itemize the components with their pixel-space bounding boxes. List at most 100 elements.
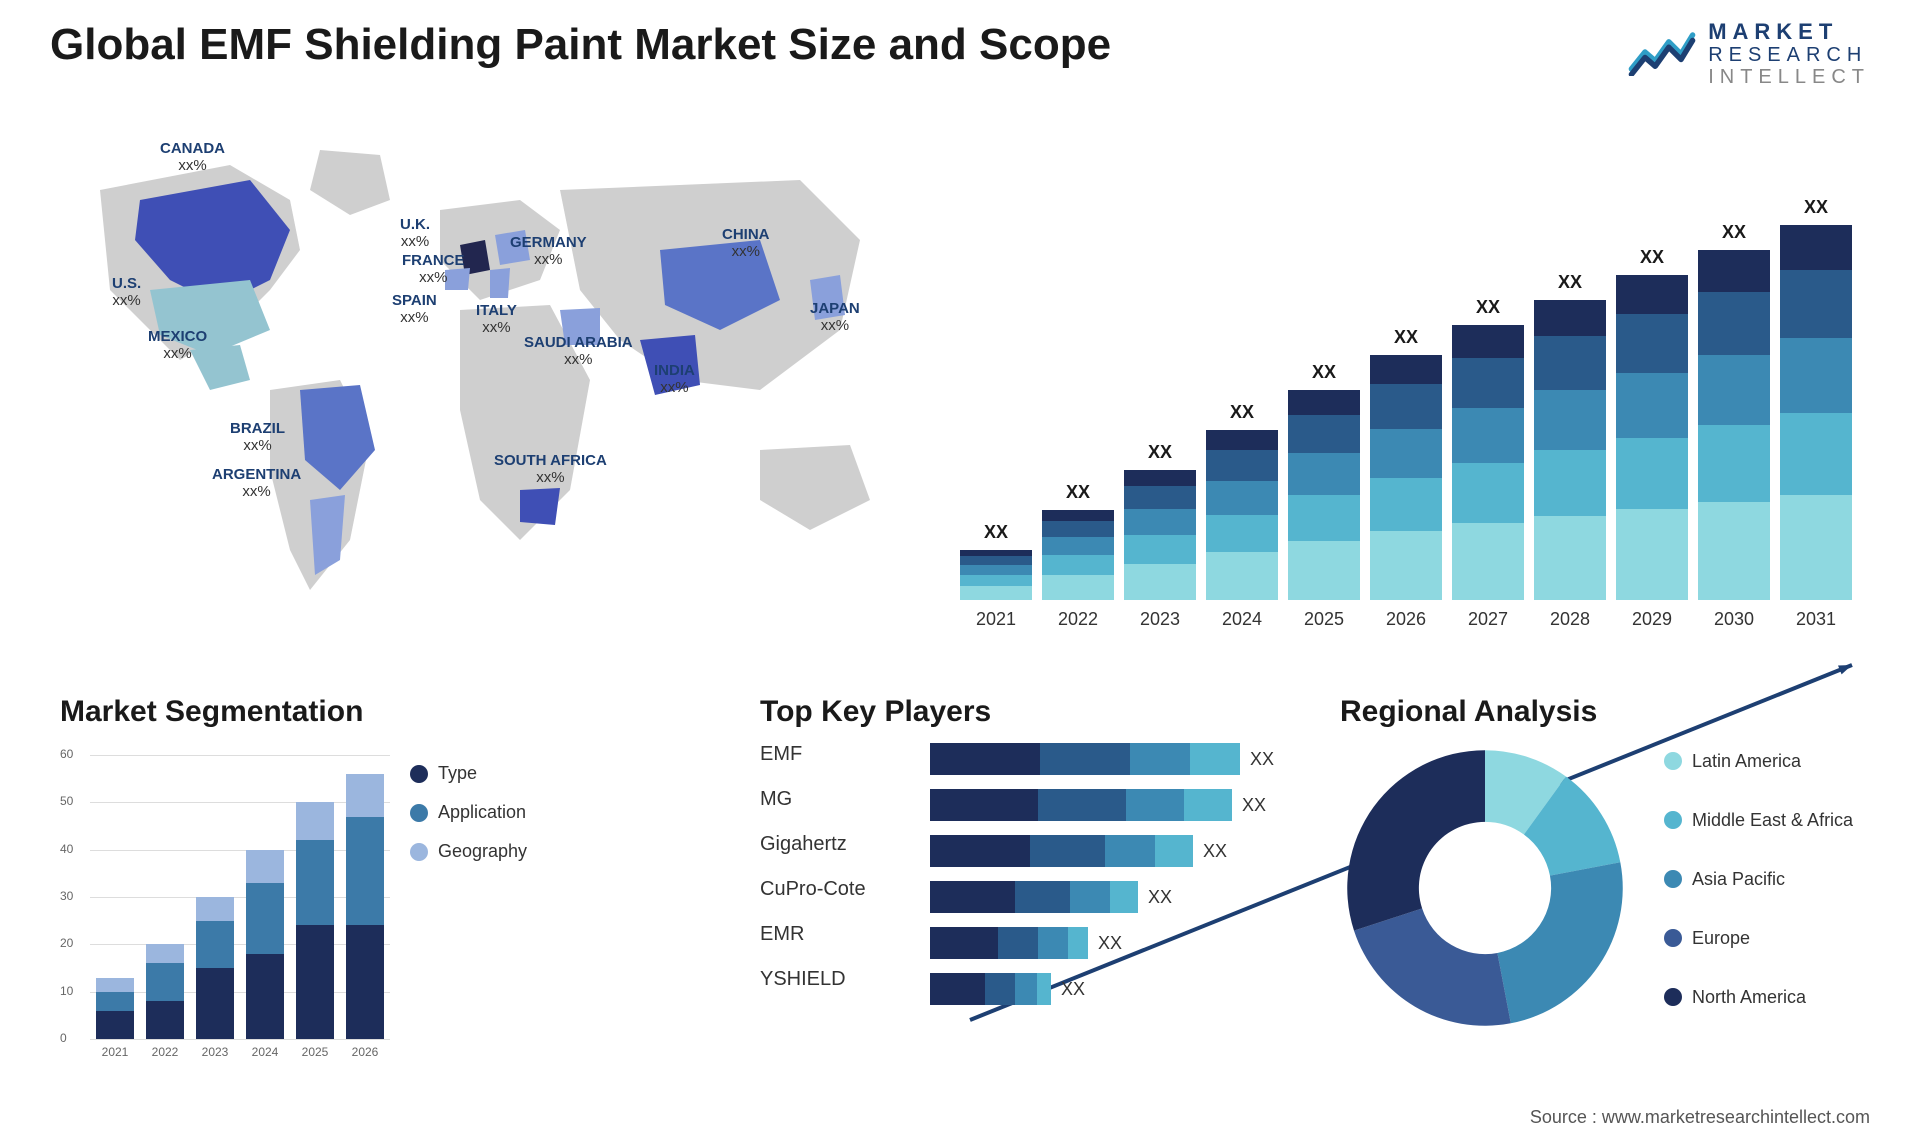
legend-swatch [410,765,428,783]
bar-value-label: XX [1288,362,1360,383]
y-tick-label: 30 [60,889,73,903]
seg-year-label: 2022 [146,1045,184,1059]
map-label: INDIAxx% [654,362,695,397]
bar-value-label: XX [1370,327,1442,348]
segmentation-bar: 2021 [96,978,134,1040]
seg-year-label: 2021 [96,1045,134,1059]
legend-swatch [410,843,428,861]
legend-swatch [1664,870,1682,888]
growth-bar: XX2027 [1452,325,1524,600]
legend-item: Middle East & Africa [1664,810,1853,831]
segmentation-legend: Type Application Geography [410,763,527,880]
legend-label: Geography [438,841,527,862]
legend-label: Application [438,802,526,823]
segmentation-chart: 0102030405060202120222023202420252026 [60,743,390,1063]
map-svg [40,130,900,640]
legend-item: North America [1664,987,1853,1008]
logo-line-2: RESEARCH [1708,44,1870,66]
map-label: U.S.xx% [112,275,141,310]
logo-text: MARKET RESEARCH INTELLECT [1708,20,1870,88]
legend-label: Middle East & Africa [1692,810,1853,831]
growth-bar: XX2028 [1534,300,1606,600]
seg-year-label: 2023 [196,1045,234,1059]
player-name: EMR [760,923,910,946]
bar-year-label: 2026 [1370,609,1442,630]
bar-value-label: XX [1124,442,1196,463]
bar-value-label: XX [1780,197,1852,218]
map-label: CANADAxx% [160,140,225,175]
source-attribution: Source : www.marketresearchintellect.com [1530,1107,1870,1128]
world-map: CANADAxx% U.S.xx%MEXICOxx% BRAZILxx% ARGENT… [40,130,900,640]
player-value-label: XX [1203,841,1227,862]
segmentation-bar: 2022 [146,944,184,1039]
player-bar: XX [930,927,1280,959]
legend-item: Europe [1664,928,1853,949]
regional-analysis: Regional Analysis Latin America Middle Ea… [1340,695,1880,1033]
bar-value-label: XX [1042,482,1114,503]
legend-item: Type [410,763,527,784]
growth-bar: XX2031 [1780,225,1852,600]
legend-swatch [1664,752,1682,770]
logo-line-3: INTELLECT [1708,66,1870,88]
growth-bar-chart: XX2021XX2022XX2023XX2024XX2025XX2026XX20… [960,150,1870,640]
bar-value-label: XX [1534,272,1606,293]
map-label: GERMANYxx% [510,234,587,269]
map-label: U.K.xx% [400,216,430,251]
player-value-label: XX [1098,933,1122,954]
bar-year-label: 2031 [1780,609,1852,630]
players-names: EMFMGGigahertzCuPro-CoteEMRYSHIELD [760,743,910,1005]
segmentation-bar: 2025 [296,802,334,1039]
player-bar: XX [930,789,1280,821]
y-tick-label: 60 [60,747,73,761]
bar-value-label: XX [1206,402,1278,423]
growth-bar: XX2025 [1288,390,1360,600]
bar-value-label: XX [960,522,1032,543]
seg-year-label: 2026 [346,1045,384,1059]
map-label: SAUDI ARABIAxx% [524,334,633,369]
regional-title: Regional Analysis [1340,695,1880,729]
legend-swatch [410,804,428,822]
donut-slice [1497,862,1622,1023]
map-label: SPAINxx% [392,292,437,327]
bar-year-label: 2023 [1124,609,1196,630]
map-label: BRAZILxx% [230,420,285,455]
segmentation-bar: 2026 [346,774,384,1039]
players-bars: XXXXXXXXXXXX [930,743,1280,1005]
legend-label: Type [438,763,477,784]
player-value-label: XX [1242,795,1266,816]
map-label: CHINAxx% [722,226,770,261]
bar-year-label: 2022 [1042,609,1114,630]
player-name: EMF [760,743,910,766]
legend-label: Latin America [1692,751,1801,772]
donut-slice [1347,750,1485,930]
player-bar: XX [930,743,1280,775]
donut-slice [1354,908,1511,1025]
bar-year-label: 2030 [1698,609,1770,630]
map-label: JAPANxx% [810,300,860,335]
player-name: YSHIELD [760,968,910,991]
players-title: Top Key Players [760,695,1280,729]
bar-value-label: XX [1698,222,1770,243]
growth-bar: XX2021 [960,550,1032,600]
map-label: FRANCExx% [402,252,465,287]
seg-year-label: 2024 [246,1045,284,1059]
legend-item: Latin America [1664,751,1853,772]
player-bar: XX [930,881,1280,913]
legend-item: Geography [410,841,527,862]
bar-year-label: 2021 [960,609,1032,630]
player-bar: XX [930,835,1280,867]
map-label: MEXICOxx% [148,328,207,363]
legend-swatch [1664,988,1682,1006]
y-tick-label: 20 [60,936,73,950]
growth-bar: XX2022 [1042,510,1114,600]
y-tick-label: 40 [60,842,73,856]
bar-value-label: XX [1616,247,1688,268]
seg-year-label: 2025 [296,1045,334,1059]
segmentation-bar: 2024 [246,850,284,1039]
legend-label: Asia Pacific [1692,869,1785,890]
brand-logo: MARKET RESEARCH INTELLECT [1628,20,1870,88]
map-label: SOUTH AFRICAxx% [494,452,607,487]
growth-bar: XX2026 [1370,355,1442,600]
map-label: ARGENTINAxx% [212,466,301,501]
bar-year-label: 2025 [1288,609,1360,630]
